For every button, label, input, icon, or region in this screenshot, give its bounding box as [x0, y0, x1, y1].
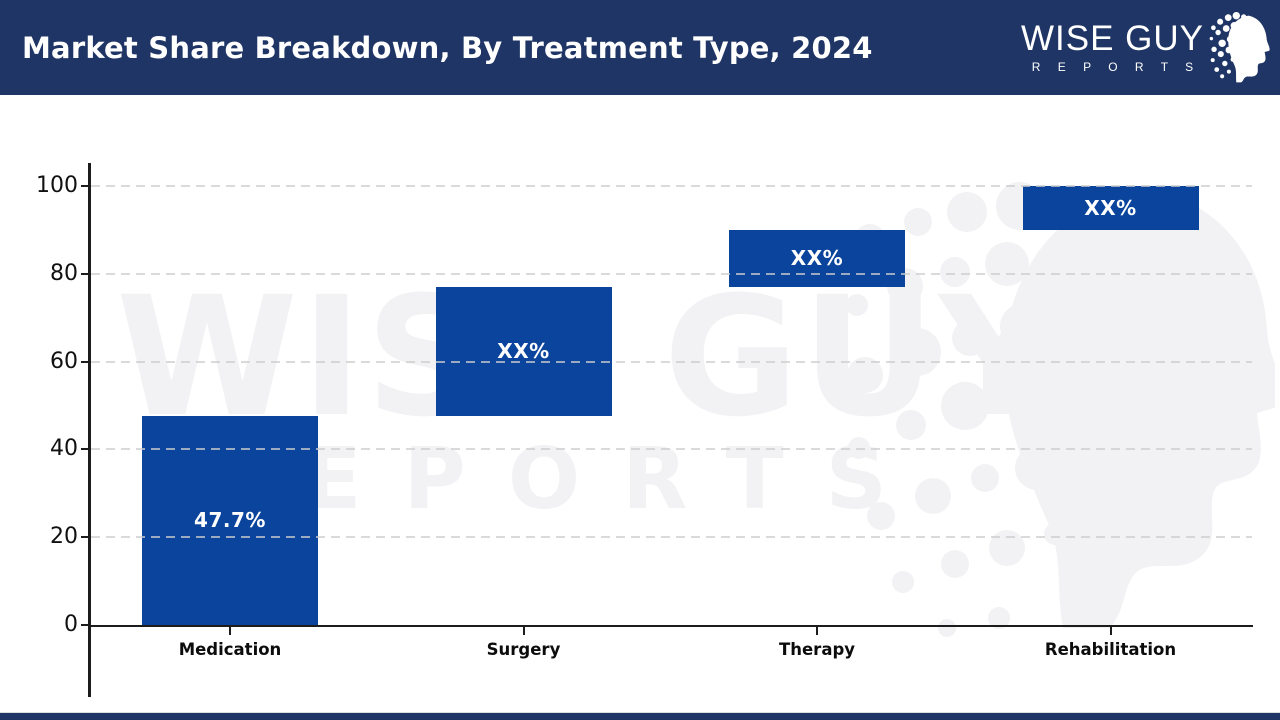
gridline-60	[91, 360, 1252, 363]
y-tick-mark	[81, 360, 89, 363]
bar-value-label: XX%	[1084, 195, 1137, 220]
bar-surgery	[435, 286, 612, 416]
chart-area: WISE GUY REPORTS 0 20 40 60 80 100 47.7% Medica…	[0, 95, 1280, 713]
brand-logo: WISE GUY R E P O R T S	[1021, 6, 1280, 90]
gridline-80	[91, 272, 1252, 275]
brand-subname: R E P O R T S	[1031, 60, 1201, 74]
y-tick-label: 0	[64, 612, 78, 637]
y-tick-label: 80	[50, 260, 78, 286]
y-tick-mark	[81, 536, 89, 539]
gridline-40	[91, 448, 1252, 451]
footer-bar	[0, 712, 1280, 720]
gridline-20	[91, 536, 1252, 539]
x-category-label: Medication	[178, 640, 282, 659]
x-category-label: Therapy	[778, 640, 856, 659]
x-tick-mark	[816, 627, 818, 635]
chart-title: Market Share Breakdown, By Treatment Typ…	[22, 30, 873, 65]
y-tick-label: 40	[50, 436, 78, 462]
x-tick-mark	[1109, 627, 1112, 635]
bar-therapy	[729, 229, 905, 287]
y-tick-label: 100	[36, 173, 78, 198]
bar-medication	[142, 415, 318, 625]
y-axis-line	[88, 163, 91, 697]
y-tick-mark	[81, 185, 89, 187]
x-category-label: Surgery	[486, 640, 561, 659]
x-category-label: Rehabilitation	[1044, 640, 1177, 659]
wiseguy-head-watermark	[846, 182, 1275, 637]
gridline-100	[91, 185, 1252, 187]
bar-value-label: 47.7%	[194, 508, 266, 533]
bar-value-label: XX%	[790, 246, 844, 271]
bar-value-label: XX%	[497, 339, 550, 364]
brand-logo-text: WISE GUY R E P O R T S	[1021, 21, 1204, 74]
wiseguy-head-icon	[1209, 11, 1270, 82]
y-tick-label: 20	[50, 524, 78, 550]
y-tick-mark	[81, 624, 89, 626]
y-tick-mark	[81, 272, 89, 275]
brand-name: WISE GUY	[1020, 19, 1204, 58]
x-tick-mark	[229, 627, 231, 635]
header-bar: Market Share Breakdown, By Treatment Typ…	[0, 0, 1280, 95]
x-axis-line	[88, 624, 1253, 627]
y-tick-label: 60	[50, 348, 78, 374]
bar-rehabilitation	[1022, 186, 1199, 230]
x-tick-mark	[522, 627, 525, 635]
y-tick-mark	[81, 448, 89, 451]
